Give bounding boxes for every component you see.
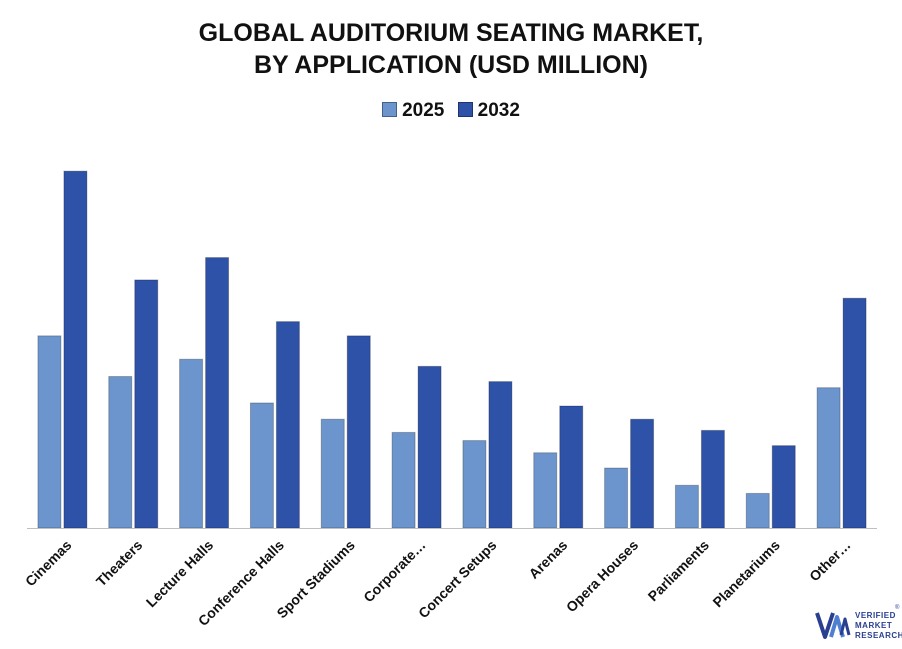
bar-parliaments-2032 bbox=[700, 429, 725, 529]
bar-concert-setups-2025 bbox=[462, 440, 487, 529]
vmr-logo-mark-icon bbox=[815, 612, 851, 639]
logo-registered-mark: ® bbox=[895, 605, 900, 611]
x-tick-label-lecture-halls: Lecture Halls bbox=[143, 537, 217, 611]
bar-other-2032 bbox=[842, 297, 867, 529]
bar-theaters-2025 bbox=[108, 376, 133, 529]
logo-line-research: RESEARCH bbox=[855, 631, 902, 640]
x-tick-label-opera-houses: Opera Houses bbox=[563, 537, 642, 616]
x-tick-label-other: Other… bbox=[806, 537, 854, 585]
legend-swatch-2025 bbox=[382, 102, 398, 117]
logo-line-market: MARKET bbox=[855, 621, 893, 630]
bar-sport-stadiums-2025 bbox=[320, 418, 345, 529]
chart-title-line-2: BY APPLICATION (USD MILLION) bbox=[254, 51, 648, 79]
bar-parliaments-2025 bbox=[674, 484, 699, 529]
legend-item-2025: 2025 bbox=[382, 100, 444, 122]
logo-line-verified: VERIFIED bbox=[855, 611, 896, 620]
chart-title: GLOBAL AUDITORIUM SEATING MARKET, BY APP… bbox=[0, 17, 902, 81]
bar-conference-halls-2032 bbox=[275, 321, 300, 529]
bar-conference-halls-2025 bbox=[249, 402, 274, 529]
x-tick-label-cinemas: Cinemas bbox=[22, 537, 75, 590]
bar-lecture-halls-2025 bbox=[179, 358, 204, 529]
bar-other-2025 bbox=[816, 387, 841, 529]
bar-arenas-2032 bbox=[559, 405, 584, 529]
x-tick-label-theaters: Theaters bbox=[93, 537, 146, 590]
vmr-logo-text: VERIFIED MARKET RESEARCH bbox=[855, 611, 902, 641]
bar-theaters-2032 bbox=[134, 279, 159, 529]
legend-label-2025: 2025 bbox=[402, 100, 445, 121]
chart-legend: 2025 2032 bbox=[0, 100, 902, 122]
legend-item-2032: 2032 bbox=[457, 100, 520, 122]
legend-label-2032: 2032 bbox=[477, 100, 520, 121]
x-tick-label-parliaments: Parliaments bbox=[645, 537, 713, 605]
bar-corporate-2032 bbox=[417, 365, 442, 529]
bar-cinemas-2032 bbox=[63, 170, 88, 529]
bars-group bbox=[37, 170, 867, 529]
x-tick-label-sport-stadiums: Sport Stadiums bbox=[273, 537, 358, 622]
bar-cinemas-2025 bbox=[37, 335, 62, 529]
bar-arenas-2025 bbox=[533, 452, 558, 529]
bar-opera-houses-2025 bbox=[604, 467, 629, 529]
bar-corporate-2025 bbox=[391, 431, 416, 529]
bar-planetariums-2032 bbox=[771, 445, 796, 529]
x-tick-label-planetariums: Planetariums bbox=[709, 537, 783, 611]
bar-opera-houses-2032 bbox=[630, 418, 655, 529]
chart-title-line-1: GLOBAL AUDITORIUM SEATING MARKET, bbox=[198, 19, 704, 47]
legend-swatch-2032 bbox=[457, 102, 473, 117]
x-tick-label-corporate: Corporate… bbox=[360, 537, 429, 606]
bar-sport-stadiums-2032 bbox=[346, 335, 371, 529]
bar-concert-setups-2032 bbox=[488, 381, 513, 529]
x-tick-label-concert-setups: Concert Setups bbox=[415, 537, 500, 622]
bar-planetariums-2025 bbox=[745, 492, 770, 529]
x-tick-label-arenas: Arenas bbox=[525, 537, 570, 582]
bar-lecture-halls-2032 bbox=[205, 257, 230, 529]
vmr-logo: VERIFIED MARKET RESEARCH ® bbox=[815, 605, 902, 647]
